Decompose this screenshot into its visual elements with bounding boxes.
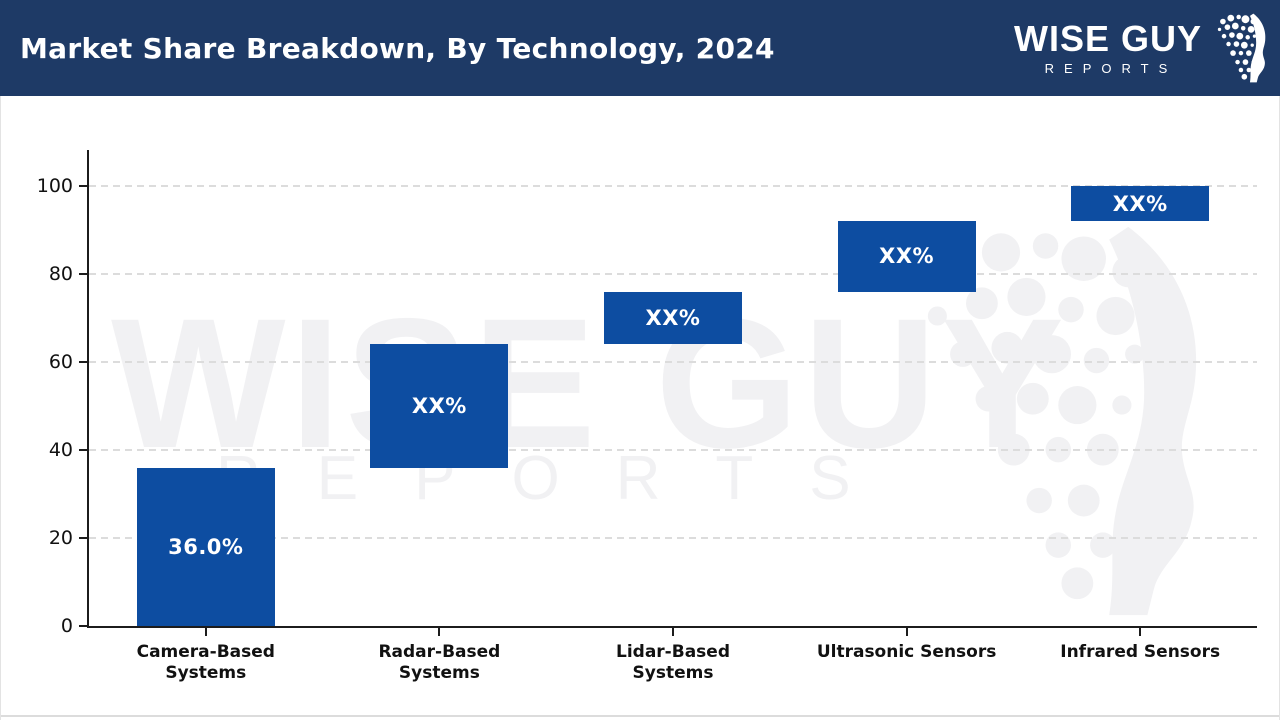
y-tick-mark (79, 273, 87, 275)
bottom-divider (1, 715, 1279, 717)
chart-area: 0 20 40 60 80 100 36.0% XX% XX% XX% XX% Camera-Base… (1, 96, 1279, 720)
brand-name: WISE GUY (1013, 17, 1202, 59)
bar-value-label: XX% (879, 244, 935, 269)
chart-container: WISE GUY REPORTS 0 20 40 60 80 100 36.0% XX% XX%… (0, 96, 1280, 720)
page-title: Market Share Breakdown, By Technology, 2… (20, 31, 775, 65)
x-tick-label: Ultrasonic Sensors (816, 642, 997, 662)
bar-value-label: 36.0% (168, 534, 244, 559)
bar-value-label: XX% (1112, 191, 1168, 216)
y-tick-mark (79, 537, 87, 539)
y-tick-label: 40 (48, 439, 73, 461)
y-tick-mark (79, 449, 87, 451)
x-tick-mark (204, 628, 207, 636)
y-gridline (89, 449, 1257, 451)
y-tick-label: 0 (60, 615, 73, 637)
y-axis-spine (87, 150, 89, 628)
brand-subtitle: REPORTS (1044, 60, 1178, 76)
bar-value-label: XX% (645, 305, 701, 330)
header-bar: Market Share Breakdown, By Technology, 2… (0, 0, 1280, 96)
y-tick-label: 100 (36, 175, 73, 197)
brand-face-icon (1206, 10, 1268, 86)
y-gridline (89, 537, 1257, 539)
x-tick-label: Lidar-Based Systems (616, 642, 730, 683)
x-tick-mark (438, 628, 441, 636)
x-axis-spine (87, 626, 1257, 628)
x-tick-mark (1139, 628, 1142, 636)
y-tick-label: 60 (48, 351, 73, 373)
bar-segment: XX% (604, 291, 742, 345)
y-tick-mark (79, 625, 87, 627)
x-tick-mark (672, 628, 674, 636)
x-tick-mark (905, 628, 908, 636)
x-tick-label: Camera-Based Systems (136, 642, 275, 683)
x-tick-label: Infrared Sensors (1060, 642, 1221, 662)
y-gridline (89, 185, 1257, 187)
x-tick-label: Radar-Based Systems (378, 642, 501, 683)
y-tick-label: 20 (48, 527, 73, 549)
bar-segment: 36.0% (136, 467, 275, 626)
brand-text: WISE GUY REPORTS (1013, 17, 1202, 76)
y-gridline (89, 361, 1257, 363)
brand-logo: WISE GUY REPORTS (1014, 6, 1268, 90)
bar-value-label: XX% (411, 393, 467, 418)
bar-segment: XX% (837, 221, 976, 292)
bar-segment: XX% (370, 344, 509, 468)
y-tick-label: 80 (48, 263, 73, 285)
y-tick-mark (79, 361, 87, 363)
bar-segment: XX% (1071, 186, 1210, 222)
y-tick-mark (79, 185, 87, 187)
y-gridline (89, 273, 1257, 275)
